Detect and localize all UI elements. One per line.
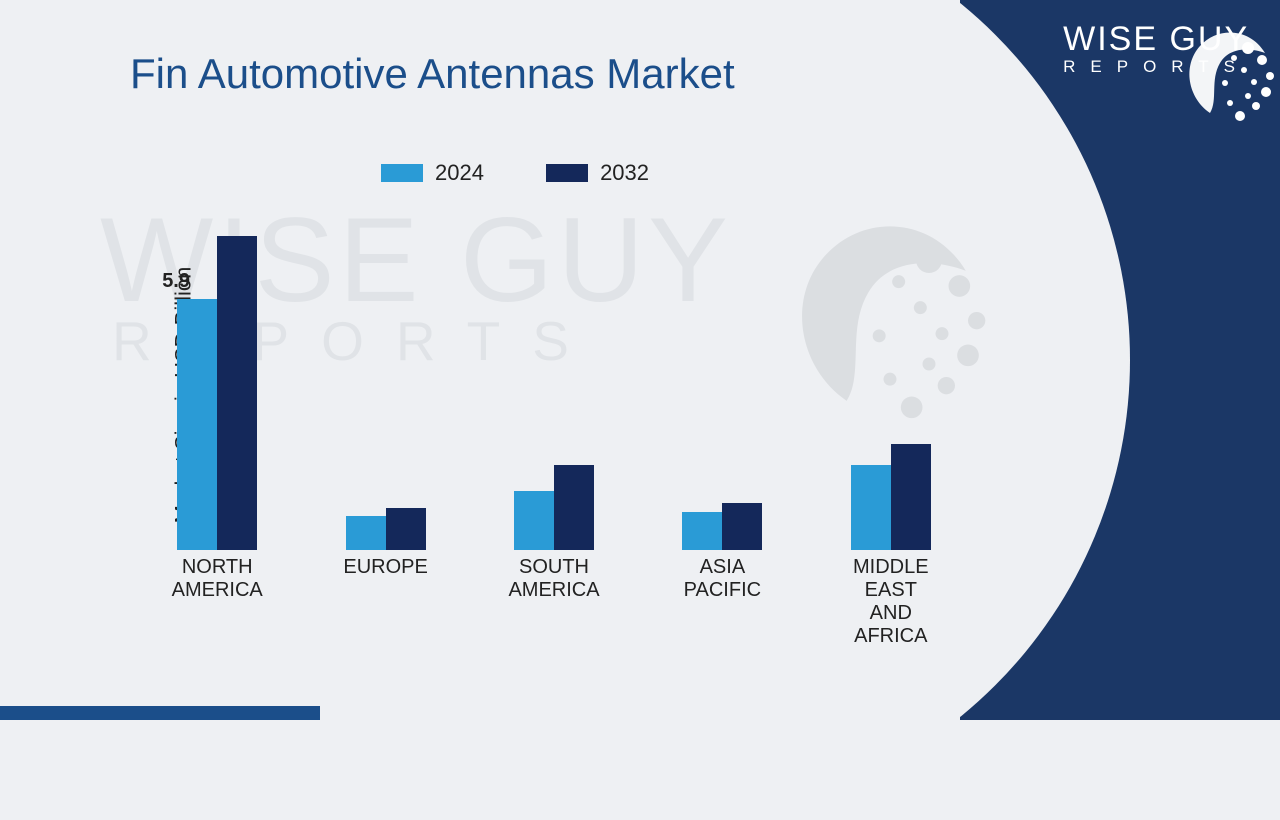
legend-label-2032: 2032	[600, 160, 649, 186]
brand-subtitle: REPORTS	[1063, 59, 1250, 74]
brand-name: WISE GUY	[1063, 20, 1249, 58]
legend-swatch-2032	[546, 164, 588, 182]
chart-area: Market Size in USD Billion 2024 2032 5.9…	[55, 160, 975, 630]
x-tick-label: NORTHAMERICA	[135, 556, 300, 602]
bar-2024	[682, 512, 722, 550]
bar-2024	[851, 465, 891, 550]
x-tick-label: MIDDLEEASTANDAFRICA	[808, 556, 973, 648]
x-tick-label: EUROPE	[303, 556, 468, 579]
bar-2032	[554, 465, 594, 550]
bottom-accent-bar	[0, 706, 320, 720]
bar-2024	[514, 491, 554, 551]
legend-swatch-2024	[381, 164, 423, 182]
bar-2024	[346, 516, 386, 550]
legend-label-2024: 2024	[435, 160, 484, 186]
bar-2032	[891, 444, 931, 550]
brand-logo: WISE GUY REPORTS	[1063, 24, 1250, 74]
x-tick-label: ASIAPACIFIC	[640, 556, 805, 602]
plot-region: 5.9NORTHAMERICAEUROPESOUTHAMERICAASIAPAC…	[133, 210, 975, 550]
x-tick-label: SOUTHAMERICA	[472, 556, 637, 602]
legend: 2024 2032	[55, 160, 975, 188]
chart-title: Fin Automotive Antennas Market	[130, 50, 735, 98]
bar-2024	[177, 299, 217, 550]
bar-2032	[722, 503, 762, 550]
bar-2032	[386, 508, 426, 551]
legend-item-2024: 2024	[381, 160, 484, 186]
legend-item-2032: 2032	[546, 160, 649, 186]
bar-2032	[217, 236, 257, 551]
bar-value-label: 5.9	[162, 270, 190, 293]
